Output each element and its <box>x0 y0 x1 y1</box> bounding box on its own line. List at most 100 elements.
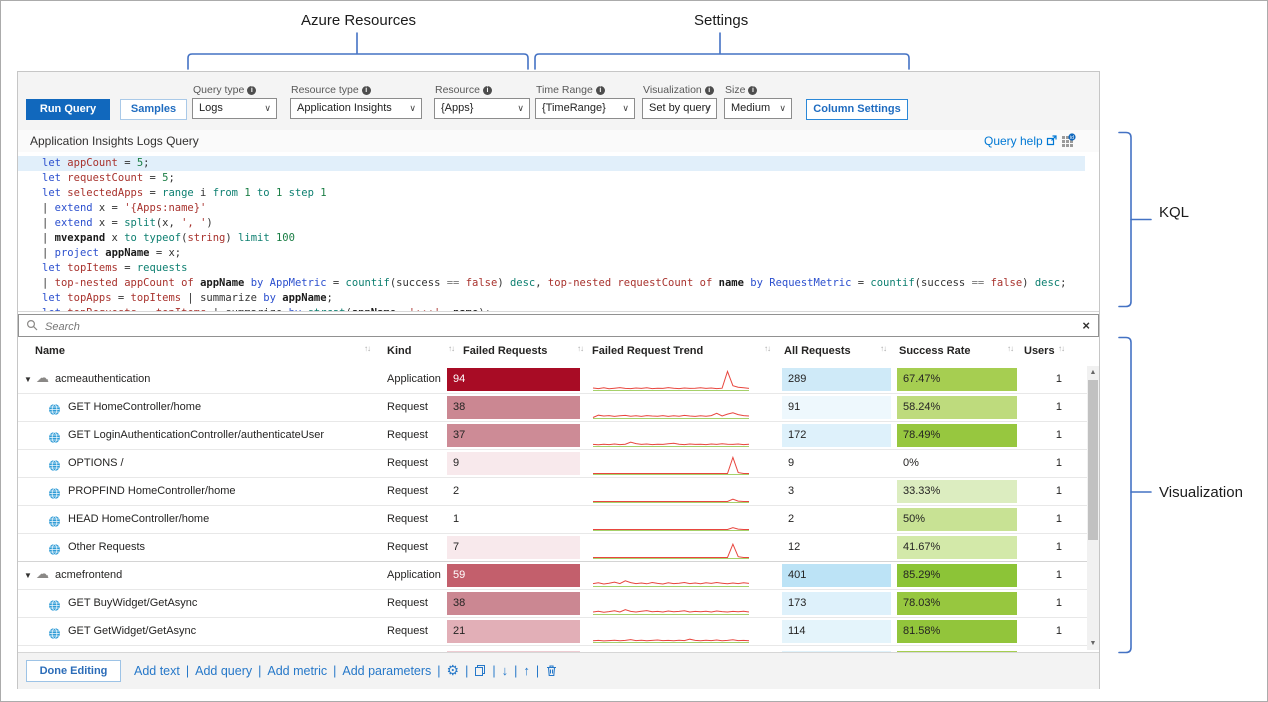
move-down-icon[interactable]: ↓ <box>501 663 509 678</box>
column-header-users[interactable]: Users <box>1024 345 1055 357</box>
separator: | <box>514 664 518 678</box>
sort-icon[interactable]: ↑↓ <box>1007 344 1014 353</box>
chevron-down-icon: ∨ <box>622 103 629 113</box>
samples-button[interactable]: Samples <box>120 99 187 120</box>
success-rate-cell: 81.58% <box>897 620 1017 643</box>
table-row[interactable]: ▼ ☁ GET GetWidget/GetAsync Request 21 11… <box>18 618 1087 646</box>
trend-sparkline <box>592 480 752 504</box>
sort-icon[interactable]: ↑↓ <box>764 344 771 353</box>
name-cell: Other Requests <box>68 541 146 553</box>
run-query-button[interactable]: Run Query <box>26 99 110 120</box>
code-editor[interactable]: let appCount = 5; let requestCount = 5; le… <box>18 152 1099 312</box>
column-header-all-requests[interactable]: All Requests <box>784 345 851 357</box>
query-help-link[interactable]: Query help <box>984 134 1057 148</box>
move-up-icon[interactable]: ↑ <box>523 663 530 678</box>
field-label: Visualization i <box>643 84 714 96</box>
add-metric-link[interactable]: Add metric <box>267 664 328 678</box>
info-icon[interactable]: i <box>595 86 605 95</box>
field-dropdown[interactable]: {TimeRange} ∨ <box>535 98 635 119</box>
sort-icon[interactable]: ↑↓ <box>448 344 455 353</box>
field-dropdown[interactable]: Set by query ∨ <box>642 98 717 119</box>
table-row[interactable]: ▼ ☁ GET LoginAuthenticationController/au… <box>18 422 1087 450</box>
cloud-icon: ☁ <box>36 566 49 581</box>
table-row[interactable]: ▼ ☁ acmeauthentication Application 94 28… <box>18 366 1087 394</box>
info-icon[interactable]: i <box>748 86 758 95</box>
copy-icon[interactable] <box>474 665 486 680</box>
table-row[interactable]: ▼ ☁ GET HomeController/home Request 38 9… <box>18 394 1087 422</box>
sort-icon[interactable]: ↑↓ <box>880 344 887 353</box>
success-rate-cell: 41.67% <box>897 536 1017 559</box>
table-row[interactable]: ▼ ☁ GET BuyWidget/GetAsync Request 38 17… <box>18 590 1087 618</box>
trend-sparkline <box>592 536 752 560</box>
success-rate-cell: 58.24% <box>897 396 1017 419</box>
users-cell: 1 <box>1055 401 1062 413</box>
expand-triangle-icon[interactable]: ▼ <box>24 375 32 384</box>
name-cell: PROPFIND HomeController/home <box>68 485 236 497</box>
field-dropdown[interactable]: Application Insights ∨ <box>290 98 422 119</box>
search-input[interactable] <box>43 316 1007 337</box>
kind-cell: Request <box>387 625 428 637</box>
settings-bracket <box>534 32 910 70</box>
info-icon[interactable]: i <box>482 86 492 95</box>
table-row[interactable]: ▼ ☁ OPTIONS / Request 9 9 0% 1 <box>18 450 1087 478</box>
azure-resources-bracket <box>187 32 529 70</box>
scroll-down-icon[interactable]: ▼ <box>1089 640 1097 647</box>
done-editing-button[interactable]: Done Editing <box>26 660 121 682</box>
globe-icon <box>49 458 60 471</box>
failed-requests-cell: 37 <box>447 424 580 447</box>
trend-sparkline <box>592 592 752 616</box>
column-header-name[interactable]: Name <box>35 345 65 357</box>
all-requests-cell: 114 <box>782 620 891 643</box>
code-line: | project appName = x; <box>42 247 182 259</box>
scroll-thumb[interactable] <box>1088 380 1098 540</box>
users-cell: 1 <box>1055 485 1062 497</box>
globe-icon <box>49 626 60 639</box>
column-settings-button[interactable]: Column Settings <box>806 99 908 120</box>
field-dropdown[interactable]: Medium ∨ <box>724 98 792 119</box>
field-dropdown[interactable]: Logs ∨ <box>192 98 277 119</box>
expand-triangle-icon[interactable]: ▼ <box>24 571 32 580</box>
table-row[interactable]: ▼ ☁ acmefrontend Application 59 401 85.2… <box>18 561 1087 590</box>
column-header-failed-request-trend[interactable]: Failed Request Trend <box>592 345 704 357</box>
add-text-link[interactable]: Add text <box>134 664 180 678</box>
trend-sparkline <box>592 424 752 448</box>
table-scrollbar[interactable]: ▲ ▼ <box>1087 366 1099 650</box>
workbook-gallery-icon[interactable]: id <box>1061 133 1076 153</box>
search-icon <box>26 319 39 337</box>
column-header-failed-requests[interactable]: Failed Requests <box>463 345 548 357</box>
field-dropdown[interactable]: {Apps} ∨ <box>434 98 530 119</box>
info-icon[interactable]: i <box>361 86 371 95</box>
delete-icon[interactable] <box>545 665 558 680</box>
external-link-icon <box>1046 135 1057 146</box>
query-section-header: Application Insights Logs Query Query he… <box>18 130 1099 153</box>
kind-cell: Request <box>387 513 428 525</box>
users-cell: 1 <box>1055 513 1062 525</box>
info-icon[interactable]: i <box>247 86 257 95</box>
column-header-success-rate[interactable]: Success Rate <box>899 345 971 357</box>
name-cell: acmeauthentication <box>55 373 151 385</box>
sort-icon[interactable]: ↑↓ <box>577 344 584 353</box>
chevron-down-icon: ∨ <box>704 103 711 113</box>
sort-icon[interactable]: ↑↓ <box>364 344 371 353</box>
all-requests-cell: 173 <box>782 592 891 615</box>
name-cell: OPTIONS / <box>68 457 124 469</box>
table-row[interactable]: ▼ ☁ PROPFIND HomeController/home Request… <box>18 478 1087 506</box>
users-cell: 1 <box>1055 569 1062 581</box>
field-label: Resource type i <box>291 84 371 96</box>
gear-icon[interactable]: ⚙ <box>446 662 460 678</box>
chevron-down-icon: ∨ <box>409 103 416 113</box>
scroll-up-icon[interactable]: ▲ <box>1089 369 1097 376</box>
close-icon[interactable]: × <box>1082 318 1090 333</box>
column-header-kind[interactable]: Kind <box>387 345 412 357</box>
failed-requests-cell: 1 <box>453 513 460 525</box>
info-icon[interactable]: i <box>704 86 714 95</box>
table-row[interactable]: ▼ ☁ Other Requests Request 7 12 41.67% 1 <box>18 534 1087 562</box>
add-query-link[interactable]: Add query <box>195 664 253 678</box>
sort-icon[interactable]: ↑↓ <box>1058 344 1065 353</box>
table-row[interactable]: ▼ ☁ HEAD HomeController/home Request 1 2… <box>18 506 1087 534</box>
add-parameters-link[interactable]: Add parameters <box>342 664 432 678</box>
failed-requests-cell: 94 <box>447 368 580 391</box>
all-requests-cell: 3 <box>788 485 795 497</box>
globe-icon <box>49 598 60 611</box>
